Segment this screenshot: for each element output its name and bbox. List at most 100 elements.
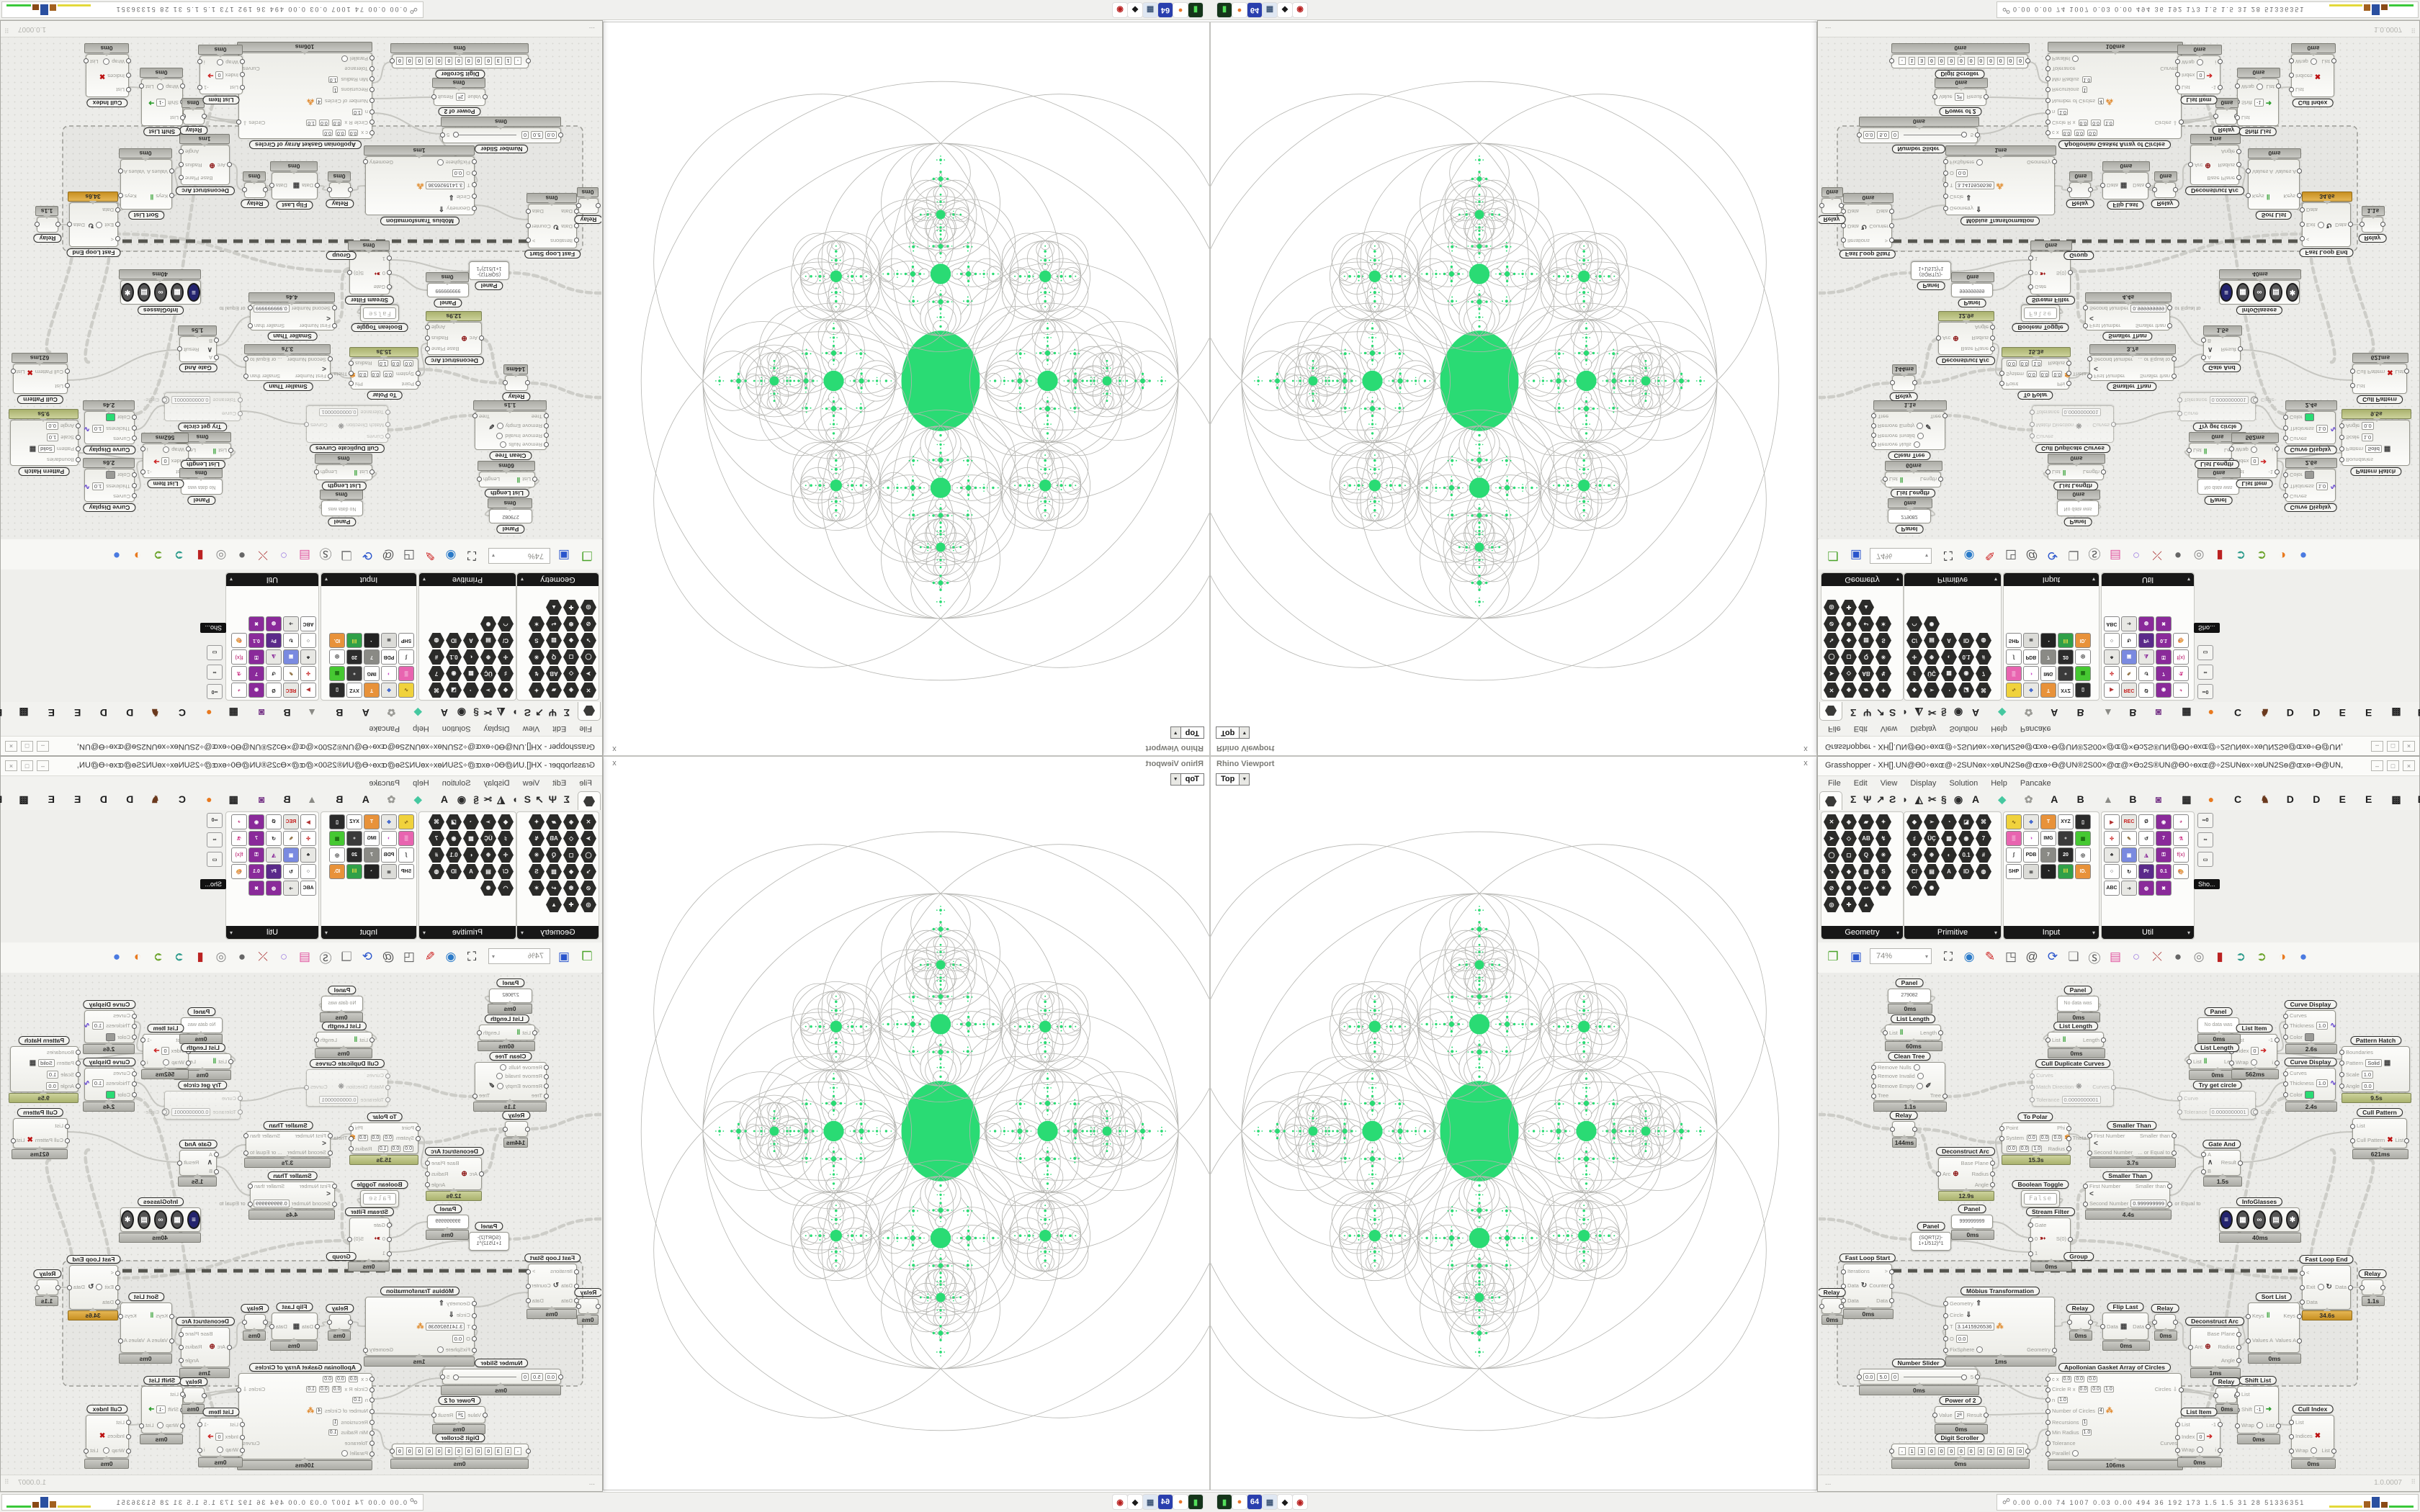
palette-icon[interactable]: ▲ [1858, 600, 1874, 615]
palette-icon[interactable]: ∫ [398, 649, 414, 665]
toolbar-icon-1[interactable]: ◉ [1963, 549, 1975, 562]
toolbar-icon-13[interactable]: ▮ [197, 549, 204, 562]
window-buttons[interactable]: – □ × [2371, 741, 2415, 752]
tab-plugin-15[interactable]: E [2365, 707, 2372, 719]
tab-plugin-3[interactable]: A [2051, 707, 2058, 719]
palette-icon[interactable]: ▯ [329, 683, 345, 698]
gh-node-apollonian-gasket-array-of-circles[interactable]: c x 0.0 0.0 0.0 Circle R x 0.0 0.0 1.0 Circles ⇩… [236, 53, 375, 139]
tab-plugin-12[interactable]: D [126, 707, 134, 719]
palette-icon[interactable]: ◔ [364, 633, 380, 648]
palette-icon[interactable]: SHP [2006, 633, 2022, 648]
gh-node-boolean-toggle[interactable]: False [360, 1190, 399, 1207]
tab-transform[interactable]: § [473, 793, 479, 805]
toolbar-icon-6[interactable]: ❏ [2068, 950, 2079, 963]
menu-file[interactable]: File [579, 779, 592, 788]
palette-icon[interactable]: 🎨 [231, 864, 247, 879]
tab-plugin-1[interactable]: ◆ [1998, 793, 2007, 805]
chevron-down-icon[interactable]: ▼ [1240, 726, 1250, 739]
tab-display[interactable]: ◉ [457, 793, 466, 805]
palette-footer-util[interactable]: Util ▾ [2102, 573, 2194, 586]
toolbar-icon-8[interactable]: ▤ [298, 950, 311, 963]
palette-icon[interactable]: ◻ [1841, 847, 1857, 863]
gh-node-panel[interactable]: No data was [2197, 1017, 2239, 1033]
minimize-button[interactable]: – [2371, 760, 2383, 771]
palette-icon[interactable]: 7 [364, 649, 380, 665]
menu-file[interactable]: File [1828, 779, 1841, 788]
palette-icon[interactable]: ⌘ [429, 683, 444, 698]
status-left[interactable]: ... [1825, 1479, 1832, 1487]
status-left[interactable]: ... [1825, 25, 1832, 33]
palette-icon[interactable]: Ø [2138, 814, 2154, 829]
toolbar-icon-8[interactable]: ▤ [2109, 549, 2122, 562]
tab-plugin-0[interactable]: A [1972, 793, 1980, 805]
palette-icon[interactable]: ✛ [498, 649, 514, 665]
palette-icon[interactable]: ◎ [2075, 847, 2091, 863]
open-file-icon[interactable]: ❐ [581, 549, 593, 562]
gh-title-bar[interactable]: Grasshopper - XH[].UN@Ө0÷ѳxɶ@÷2SUNѳx÷xѳU… [1818, 757, 2419, 776]
palette-icon[interactable]: ➜ [283, 881, 299, 896]
palette-icon[interactable]: ID [446, 864, 462, 879]
palette-icon[interactable]: ✶ [1876, 616, 1891, 631]
gh-node-cull-duplicate-curves[interactable]: Curves Match Direction ❊ Curves Tolerance 0.0… [304, 1069, 390, 1107]
toolbar-icon-2[interactable]: ✎ [1984, 950, 1996, 963]
tab-plugin-4[interactable]: B [2076, 793, 2084, 805]
palette-icon[interactable]: Ø [266, 814, 282, 829]
palette-icon[interactable]: ❆ [1841, 616, 1857, 631]
palette-icon[interactable]: ◯ [1824, 847, 1839, 863]
palette-icon[interactable]: AB [546, 666, 562, 681]
palette-icon[interactable]: ♣ [300, 847, 316, 863]
gh-node-to-polar[interactable]: PointPhiSystem0.00.00.0✾Theta0.00.01.0Ra… [333, 358, 421, 390]
taskbar-icon-terminal[interactable]: ▮ [1217, 1495, 1232, 1509]
tab-params[interactable] [1819, 701, 1842, 721]
palette-icon[interactable]: ID [1958, 864, 1974, 879]
tab-plugin-5[interactable]: ▲ [2103, 707, 2113, 719]
gh-node-cull-pattern[interactable]: List Cull Pattern ✖ List [2350, 364, 2409, 394]
close-icon[interactable]: x [1803, 744, 1808, 753]
palette-icon[interactable]: ▣ [2121, 649, 2137, 665]
gh-node-panel[interactable]: No data was [181, 479, 223, 495]
tab-intersect[interactable]: ✂ [1928, 793, 1937, 805]
side-icon-2[interactable]: ▭ [207, 852, 223, 867]
palette-icon[interactable]: 7 [429, 666, 444, 681]
palette-icon[interactable]: 0.1 [2156, 633, 2172, 648]
palette-icon[interactable]: ◕ [231, 683, 247, 698]
palette-icon[interactable]: 20 [2058, 847, 2074, 863]
zoom-select[interactable]: 74% ▾ [488, 948, 550, 964]
palette-icon[interactable]: 0.1 [446, 649, 462, 665]
palette-icon[interactable]: 20 [346, 649, 362, 665]
gh-node-smaller-than[interactable]: First Number Smaller than < Second Number 0.… [219, 1182, 337, 1209]
tab-plugin-2[interactable]: ✿ [2024, 707, 2033, 719]
palette-icon[interactable]: ✦ [529, 814, 544, 829]
palette-icon[interactable]: ◍ [2138, 881, 2154, 896]
window-buttons[interactable]: – □ × [5, 741, 49, 752]
palette-icon[interactable]: ▶ [2104, 683, 2120, 698]
gh-node-fast-loop-start[interactable]: Iterations > Data ↻ Counter Data Data [1841, 204, 1894, 248]
palette-icon[interactable]: ID. [329, 633, 345, 648]
menu-edit[interactable]: Edit [552, 724, 567, 733]
palette-icon[interactable]: ID. [329, 864, 345, 879]
gh-node-list-length[interactable]: List‖Length [477, 472, 537, 487]
palette-icon[interactable]: ◻ [563, 847, 579, 863]
palette-icon[interactable]: ➜ [283, 616, 299, 631]
palette-icon[interactable]: S [1876, 864, 1891, 879]
palette-icon[interactable]: REC [2121, 683, 2137, 698]
toolbar-icon-15[interactable]: ➲ [153, 950, 164, 963]
palette-icon[interactable]: ◔ [364, 864, 380, 879]
tab-plugin-17[interactable]: E [2418, 793, 2420, 805]
gh-node-power-of-2[interactable]: Value 2ᴿ Result [1932, 1406, 1989, 1423]
tab-plugin-9[interactable]: ● [2208, 707, 2215, 719]
palette-icon[interactable]: ▩ [1941, 831, 1957, 846]
palette-footer-input[interactable]: Input ▾ [2004, 573, 2099, 586]
window-buttons[interactable]: – □ × [2371, 760, 2415, 771]
palette-icon[interactable]: 🎨 [2173, 633, 2189, 648]
open-file-icon[interactable]: ❐ [1827, 950, 1839, 963]
tab-params[interactable] [1819, 791, 1842, 811]
toolbar-icon-5[interactable]: ⟳ [362, 549, 373, 562]
palette-icon[interactable]: T [2040, 683, 2056, 698]
palette-icon[interactable]: S [1876, 633, 1891, 648]
palette-icon[interactable]: ▣ [283, 649, 299, 665]
taskbar-icon-media-red[interactable]: ◉ [1293, 3, 1307, 17]
gh-node-shift-list[interactable]: List Shift -1 ➜ Wrap List [2235, 78, 2281, 126]
